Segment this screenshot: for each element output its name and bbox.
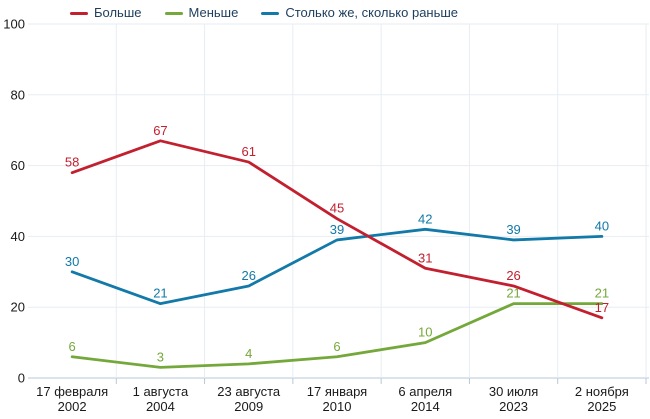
legend-item-1[interactable]: Меньше: [164, 5, 239, 20]
series-line-0: [70, 139, 604, 320]
point-label-series-0: 61: [241, 144, 255, 159]
x-tick-label: 17 февраля 2002: [36, 384, 108, 414]
y-tick-label: 0: [18, 371, 25, 386]
point-label-series-1: 10: [418, 325, 432, 340]
y-tick-label: 80: [11, 87, 25, 102]
y-tick-label: 20: [11, 300, 25, 315]
point-label-series-0: 26: [506, 268, 520, 283]
point-label-series-2: 21: [153, 286, 167, 301]
y-tick-label: 40: [11, 229, 25, 244]
legend-swatch-icon: [70, 11, 88, 15]
series-line-1: [70, 302, 604, 369]
point-label-series-0: 58: [65, 155, 79, 170]
x-tick-label: 2 ноября 2025: [575, 384, 629, 414]
point-label-series-2: 40: [595, 218, 609, 233]
point-label-series-0: 67: [153, 123, 167, 138]
legend-swatch-icon: [261, 11, 280, 15]
point-label-series-2: 30: [65, 254, 79, 269]
x-tick-label: 17 января 2010: [307, 384, 367, 414]
point-label-series-2: 39: [506, 222, 520, 237]
point-label-series-1: 6: [333, 339, 340, 354]
legend-swatch-icon: [164, 11, 183, 15]
point-label-series-2: 26: [241, 268, 255, 283]
point-label-series-1: 3: [157, 349, 164, 364]
point-label-series-2: 42: [418, 211, 432, 226]
y-tick-label: 100: [3, 17, 25, 32]
legend-label: Столько же, сколько раньше: [285, 5, 459, 20]
point-label-series-0: 17: [595, 300, 609, 315]
legend-item-0[interactable]: Больше: [70, 5, 142, 20]
y-tick-label: 60: [11, 158, 25, 173]
series-line-2: [70, 227, 604, 306]
point-label-series-2: 39: [330, 222, 344, 237]
point-label-series-1: 4: [245, 346, 252, 361]
point-label-series-1: 21: [595, 286, 609, 301]
point-label-series-0: 45: [330, 201, 344, 216]
point-label-series-0: 31: [418, 250, 432, 265]
point-label-series-1: 6: [69, 339, 76, 354]
x-tick-label: 6 апреля 2014: [398, 384, 452, 414]
point-label-series-1: 21: [506, 286, 520, 301]
legend-label: Меньше: [188, 5, 239, 20]
x-tick-label: 30 июля 2023: [489, 384, 538, 414]
x-tick-label: 1 августа 2004: [133, 384, 189, 414]
legend-label: Больше: [94, 5, 142, 20]
legend-item-2[interactable]: Столько же, сколько раньше: [261, 5, 458, 20]
x-tick-label: 23 августа 2009: [217, 384, 281, 414]
chart-legend: Больше Меньше Столько же, сколько раньше: [70, 5, 458, 20]
